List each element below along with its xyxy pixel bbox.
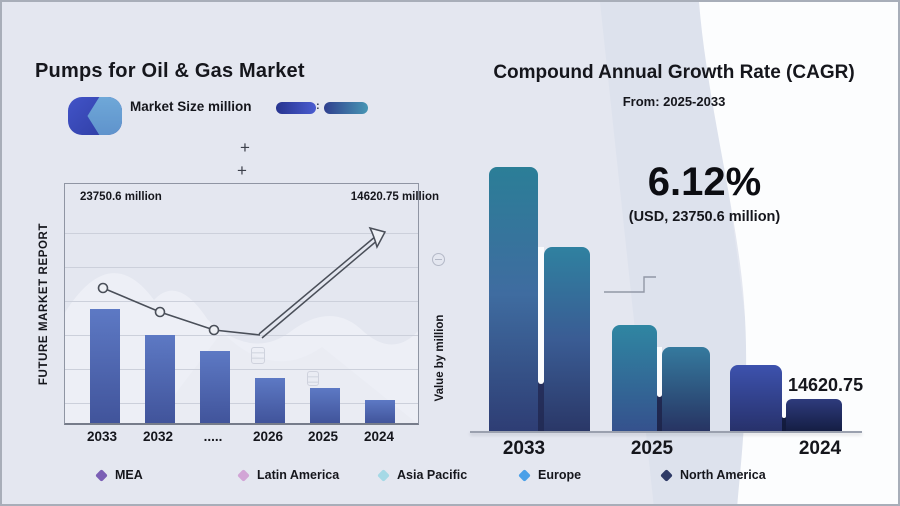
x-label-2024: 2024 <box>363 429 395 444</box>
bar-2026 <box>255 378 285 423</box>
right-chart-axis <box>470 431 862 433</box>
legend-swatch-asia-pacific <box>377 468 390 482</box>
gridline <box>65 301 418 302</box>
legend-label-latin-america: Latin America <box>257 468 340 482</box>
bar-bridge <box>538 362 544 432</box>
plus-mark-icon: + <box>237 161 247 180</box>
x-label-2033: 2033 <box>86 429 118 444</box>
gridline <box>65 369 418 370</box>
document-icon <box>307 371 319 386</box>
minus-circle-icon <box>432 253 445 266</box>
x-label-2026: 2026 <box>252 429 284 444</box>
cagr-bar-2025-b <box>662 347 710 432</box>
plus-mark-icon: + <box>240 138 250 157</box>
left-chart-plot-area <box>64 183 419 425</box>
x-label-2032: 2032 <box>142 429 174 444</box>
legend-swatch-europe <box>518 468 531 482</box>
pump-barrel-icon <box>68 97 122 135</box>
legend-item-north-america: North America <box>660 468 766 482</box>
cagr-x-label-2025: 2025 <box>630 438 674 459</box>
cagr-bar-2024-b <box>786 399 842 432</box>
document-icon <box>251 347 265 364</box>
gridline <box>65 403 418 404</box>
bar-bridge <box>782 405 786 432</box>
legend-item-latin-america: Latin America <box>237 468 340 482</box>
right-chart-subtitle: From: 2025-2033 <box>622 94 726 109</box>
legend-item-mea: MEA <box>95 468 143 482</box>
left-chart-title: Pumps for Oil & Gas Market <box>35 60 305 82</box>
legend-item-asia-pacific: Asia Pacific <box>377 468 468 482</box>
cagr-annotation-value: 14620.75 <box>788 375 864 395</box>
bar-2025 <box>310 388 340 423</box>
cagr-bar-2025-a <box>612 325 657 432</box>
bar-slit <box>657 347 662 397</box>
cagr-x-label-2024: 2024 <box>798 438 842 459</box>
bar-2032 <box>145 335 175 423</box>
ratio-separator: : <box>316 100 320 112</box>
left-chart-start-value: 23750.6 million <box>80 191 162 203</box>
bar-2033 <box>90 309 120 423</box>
legend-swatch-latin-america <box>237 468 250 482</box>
cagr-bar-2033-a <box>489 167 538 432</box>
left-chart-end-value: 14620.75 million <box>350 191 439 203</box>
bar-bridge <box>657 375 662 432</box>
legend-item-europe: Europe <box>518 468 582 482</box>
legend-swatch-mea <box>95 468 108 482</box>
market-size-label: Market Size million <box>130 99 252 114</box>
x-label-2025: 2025 <box>307 429 339 444</box>
cagr-bar-2024-a <box>730 365 782 432</box>
cagr-bar-2033-b <box>544 247 590 432</box>
right-chart-title: Compound Annual Growth Rate (CAGR) <box>493 62 855 83</box>
legend-label-asia-pacific: Asia Pacific <box>397 468 468 482</box>
ratio-pill-left <box>276 102 316 114</box>
step-bracket-icon <box>604 276 656 293</box>
cagr-detail: (USD, 23750.6 million) <box>628 209 781 225</box>
legend-swatch-north-america <box>660 468 673 482</box>
legend-label-mea: MEA <box>115 468 143 482</box>
gridline <box>65 267 418 268</box>
cagr-value: 6.12% <box>647 160 762 204</box>
pump-barrel-cap <box>87 97 122 135</box>
gridline <box>65 233 418 234</box>
bar-dots <box>200 351 230 423</box>
legend-label-europe: Europe <box>538 468 582 482</box>
y-axis-label: Value by million <box>434 314 446 402</box>
bar-2024 <box>365 400 395 423</box>
future-market-report-watermark: FUTURE MARKET REPORT <box>38 222 50 386</box>
bar-slit <box>782 399 786 418</box>
cagr-x-label-2033: 2033 <box>502 438 546 459</box>
bar-slit <box>538 247 544 384</box>
ratio-pill-right <box>324 102 368 114</box>
x-label-dots: ..... <box>203 429 223 444</box>
legend-label-north-america: North America <box>680 468 766 482</box>
